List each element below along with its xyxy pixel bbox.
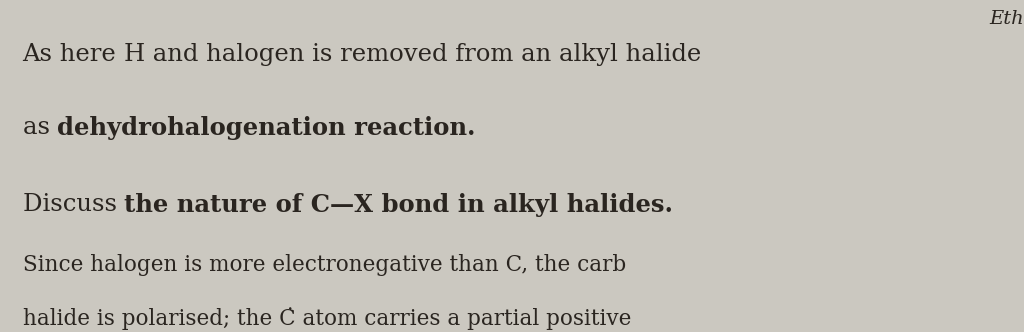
Text: Eth: Eth	[989, 10, 1024, 28]
Text: .: .	[467, 116, 476, 140]
Text: As here: As here	[23, 43, 124, 66]
Text: dehydrohalogenation reaction: dehydrohalogenation reaction	[57, 116, 467, 140]
Text: as: as	[23, 116, 57, 139]
Text: H: H	[124, 43, 145, 66]
Text: Since halogen is more electronegative than C, the carb: Since halogen is more electronegative th…	[23, 254, 626, 276]
Text: and halogen is removed from an alkyl halide: and halogen is removed from an alkyl hal…	[145, 43, 710, 66]
Text: the nature of C—X bond in alkyl halides.: the nature of C—X bond in alkyl halides.	[124, 193, 673, 216]
Text: halide is polarised; the Ċ atom carries a partial positive: halide is polarised; the Ċ atom carries…	[23, 307, 631, 330]
Text: Discuss: Discuss	[23, 193, 124, 215]
